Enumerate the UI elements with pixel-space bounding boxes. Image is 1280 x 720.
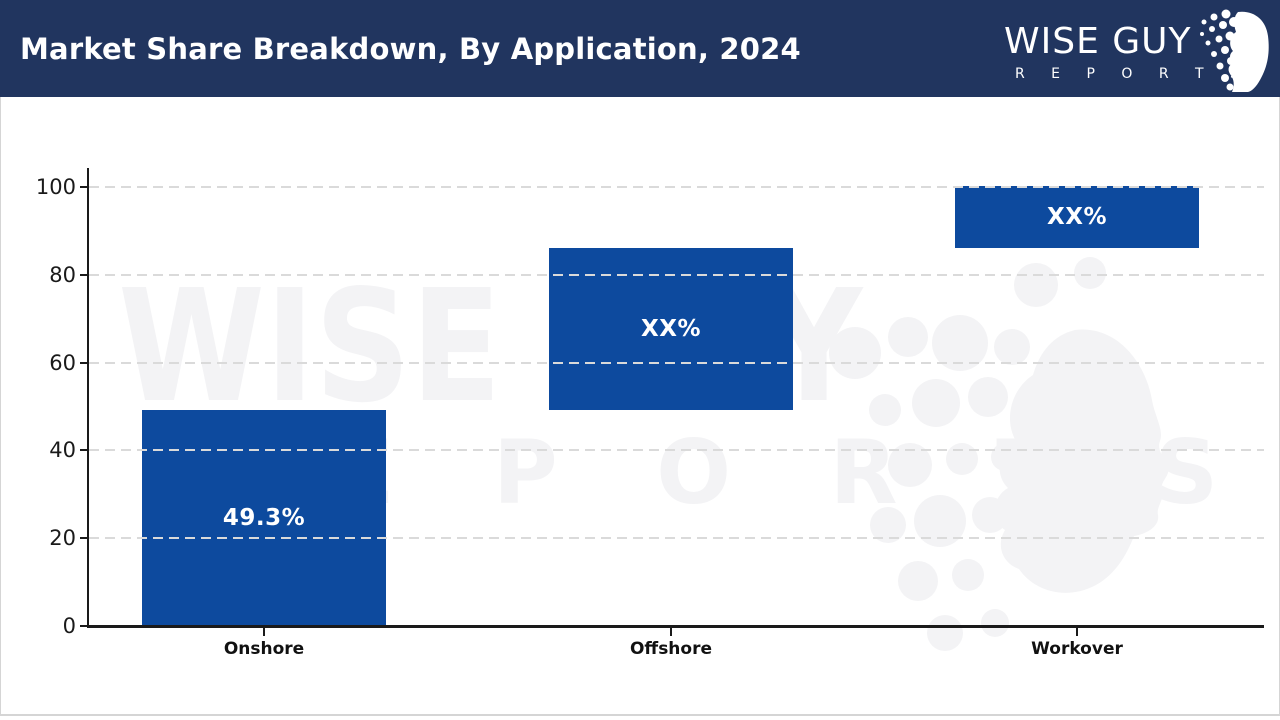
gridline-y-80 (89, 273, 1264, 276)
x-category-label-workover: Workover (1031, 639, 1123, 659)
y-tick-mark-40 (80, 449, 89, 452)
y-tick-mark-0 (80, 625, 89, 627)
y-tick-label-40: 40 (49, 438, 76, 463)
y-tick-label-60: 60 (49, 350, 76, 375)
bar-workover: XX% (955, 185, 1199, 248)
y-tick-label-0: 0 (62, 614, 76, 638)
bar-value-label: XX% (1046, 203, 1107, 230)
logo-wordmark-line2: R E P O R T S (1015, 66, 1250, 82)
y-tick-mark-60 (80, 361, 89, 364)
logo-wordmark-line1: WISE GUY (1004, 21, 1192, 62)
x-category-label-offshore: Offshore (629, 639, 713, 659)
x-tick-mark-onshore (263, 628, 265, 636)
bar-onshore: 49.3% (142, 409, 386, 626)
chart-title: Market Share Breakdown, By Application, … (20, 31, 801, 66)
x-tick-mark-offshore (670, 628, 672, 636)
watermark-head-profile-icon (829, 257, 1169, 651)
y-tick-mark-20 (80, 537, 89, 540)
y-tick-mark-100 (80, 186, 89, 188)
y-axis-line (87, 168, 89, 628)
y-tick-label-80: 80 (49, 262, 76, 287)
y-tick-mark-80 (80, 273, 89, 276)
logo-wordmark: WISE GUY R E P O R T S (1004, 21, 1250, 84)
x-tick-mark-workover (1076, 628, 1078, 636)
gridline-y-20 (89, 537, 1264, 540)
header-band: Market Share Breakdown, By Application, … (0, 0, 1280, 97)
gridline-y-40 (89, 449, 1264, 452)
bar-value-label: XX% (640, 315, 701, 342)
x-category-label-onshore: Onshore (223, 639, 305, 659)
x-axis-line (87, 625, 1264, 628)
wise-guy-reports-logo: WISE GUY R E P O R T S (1004, 6, 1272, 94)
bar-offshore: XX% (549, 248, 793, 410)
bar-value-label: 49.3% (222, 504, 306, 531)
head-profile-dots-icon (1200, 9, 1269, 92)
gridline-y-100 (89, 186, 1264, 188)
y-tick-label-100: 100 (35, 175, 76, 199)
gridline-y-60 (89, 361, 1264, 364)
frame-left-line (0, 97, 1, 715)
frame-bottom-line (0, 714, 1280, 716)
y-tick-label-20: 20 (49, 526, 76, 551)
